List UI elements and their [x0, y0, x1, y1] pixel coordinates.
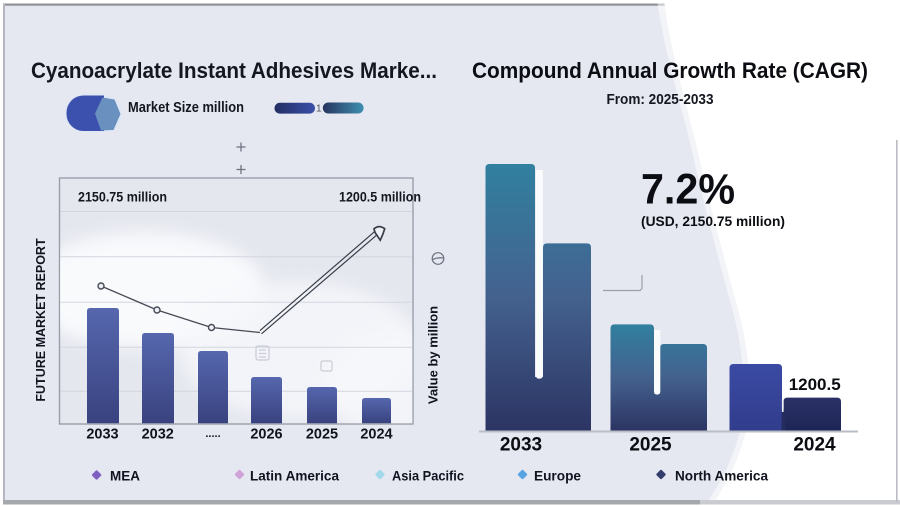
svg-text:Market Size million: Market Size million [128, 99, 244, 116]
svg-text:2025: 2025 [306, 427, 338, 443]
svg-text:1: 1 [316, 104, 322, 115]
svg-text:7.2%: 7.2% [641, 166, 735, 214]
svg-text:Compound Annual Growth Rate (C: Compound Annual Growth Rate (CAGR) [472, 58, 868, 83]
svg-text:FUTURE MARKET REPORT: FUTURE MARKET REPORT [34, 238, 48, 402]
svg-text:(USD, 2150.75 million): (USD, 2150.75 million) [641, 213, 785, 229]
svg-text:2024: 2024 [360, 427, 392, 443]
svg-text:2026: 2026 [250, 427, 282, 443]
svg-text:Europe: Europe [534, 468, 581, 484]
svg-text:2025: 2025 [629, 435, 672, 456]
svg-text:North America: North America [675, 468, 768, 484]
svg-text:2033: 2033 [500, 435, 542, 456]
svg-text:2032: 2032 [142, 427, 174, 443]
svg-text:1200.5 million: 1200.5 million [339, 189, 421, 205]
svg-text:Value by million: Value by million [426, 306, 441, 404]
svg-text:2150.75 million: 2150.75 million [78, 189, 167, 205]
svg-text:2033: 2033 [86, 427, 118, 443]
svg-text:1200.5: 1200.5 [789, 375, 841, 394]
svg-text:Cyanoacrylate Instant Adhesive: Cyanoacrylate Instant Adhesives Marke... [31, 58, 437, 83]
svg-text:Asia Pacific: Asia Pacific [392, 468, 464, 484]
svg-text:Latin America: Latin America [250, 468, 339, 484]
svg-text:From: 2025-2033: From: 2025-2033 [607, 91, 714, 108]
svg-text:.....: ..... [205, 428, 220, 440]
svg-text:MEA: MEA [110, 468, 140, 484]
svg-text:2024: 2024 [793, 435, 836, 456]
